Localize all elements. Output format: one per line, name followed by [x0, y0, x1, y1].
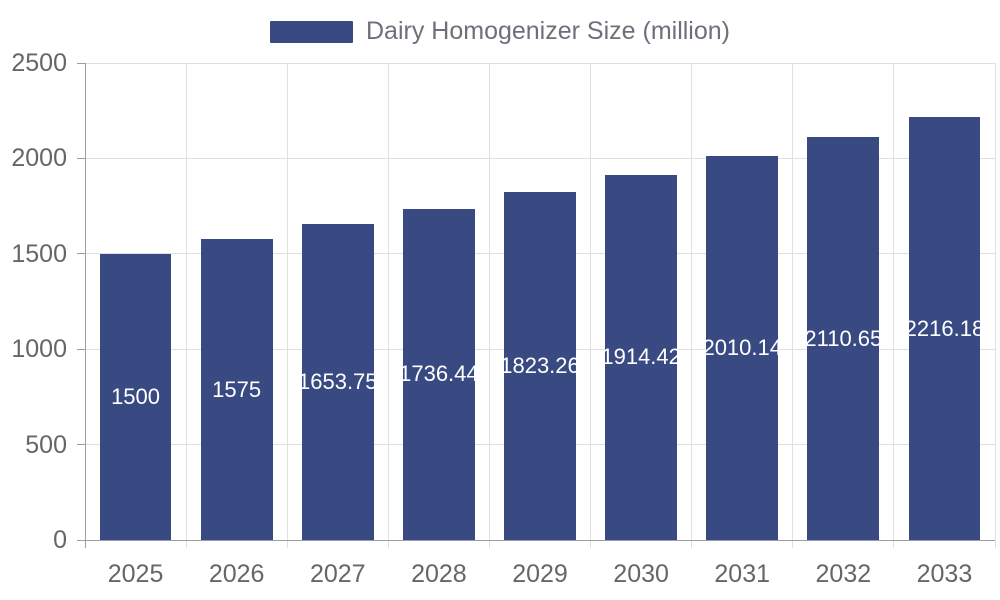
h-gridline [85, 157, 995, 159]
v-gridline [590, 63, 592, 548]
y-axis-label: 500 [25, 430, 67, 459]
x-axis-label-2028: 2028 [411, 560, 467, 588]
y-axis-label: 2000 [11, 144, 67, 173]
y-axis-label: 2500 [11, 49, 67, 77]
bar-value-label-2027: 1653.75 [298, 369, 378, 395]
bar-2030[interactable] [605, 174, 677, 540]
x-axis-label-2029: 2029 [512, 560, 568, 588]
bar-value-label-2026: 1575 [212, 376, 262, 402]
bar-value-label-2028: 1736.44 [399, 361, 479, 387]
legend-row: Dairy Homogenizer Size (million) [0, 17, 1000, 46]
x-axis-label-2032: 2032 [815, 560, 872, 588]
bar-value-label-2032: 2110.65 [804, 325, 883, 351]
x-axis-line [85, 539, 995, 541]
v-gridline [185, 63, 187, 548]
bar-value-label-2029: 1823.26 [500, 353, 580, 379]
y-axis-tick [77, 62, 85, 64]
h-gridline [85, 62, 995, 64]
v-gridline [488, 63, 490, 548]
legend[interactable]: Dairy Homogenizer Size (million) [270, 17, 730, 46]
bar-value-label-2031: 2010.14 [702, 335, 782, 361]
v-gridline [994, 63, 996, 548]
x-axis-label-2025: 2025 [107, 560, 164, 588]
x-axis-label-2033: 2033 [916, 560, 973, 588]
x-axis-label-2026: 2026 [208, 560, 265, 588]
bar-value-label-2030: 1914.42 [601, 344, 681, 370]
y-axis-tick [77, 348, 85, 350]
v-gridline [792, 63, 794, 548]
bar-2028[interactable] [402, 208, 475, 540]
bar-2025[interactable] [99, 253, 172, 540]
y-axis-label: 0 [53, 526, 67, 554]
bar-value-label-2033: 2216.18 [904, 315, 985, 341]
y-axis-label: 1500 [11, 239, 67, 268]
v-gridline [286, 63, 288, 548]
x-axis-label-2027: 2027 [309, 560, 366, 588]
v-gridline [691, 63, 693, 548]
x-axis-label-2031: 2031 [714, 560, 771, 588]
legend-label: Dairy Homogenizer Size (million) [366, 17, 730, 45]
legend-swatch [270, 20, 353, 43]
bar-2029[interactable] [504, 192, 576, 540]
bar-2026[interactable] [200, 239, 273, 540]
bar-2027[interactable] [301, 224, 374, 540]
y-axis-tick [77, 157, 85, 159]
v-gridline [893, 63, 895, 548]
bar-2033[interactable] [908, 117, 981, 540]
y-axis-line [84, 63, 86, 548]
bar-2032[interactable] [807, 137, 880, 540]
y-axis-tick [77, 539, 85, 541]
y-axis-label: 1000 [11, 335, 67, 364]
v-gridline [387, 63, 389, 548]
y-axis-tick [77, 253, 85, 255]
y-axis-tick [77, 444, 85, 446]
bar-2031[interactable] [706, 156, 779, 540]
bar-value-label-2025: 1500 [111, 383, 161, 409]
x-axis-label-2030: 2030 [613, 560, 669, 588]
